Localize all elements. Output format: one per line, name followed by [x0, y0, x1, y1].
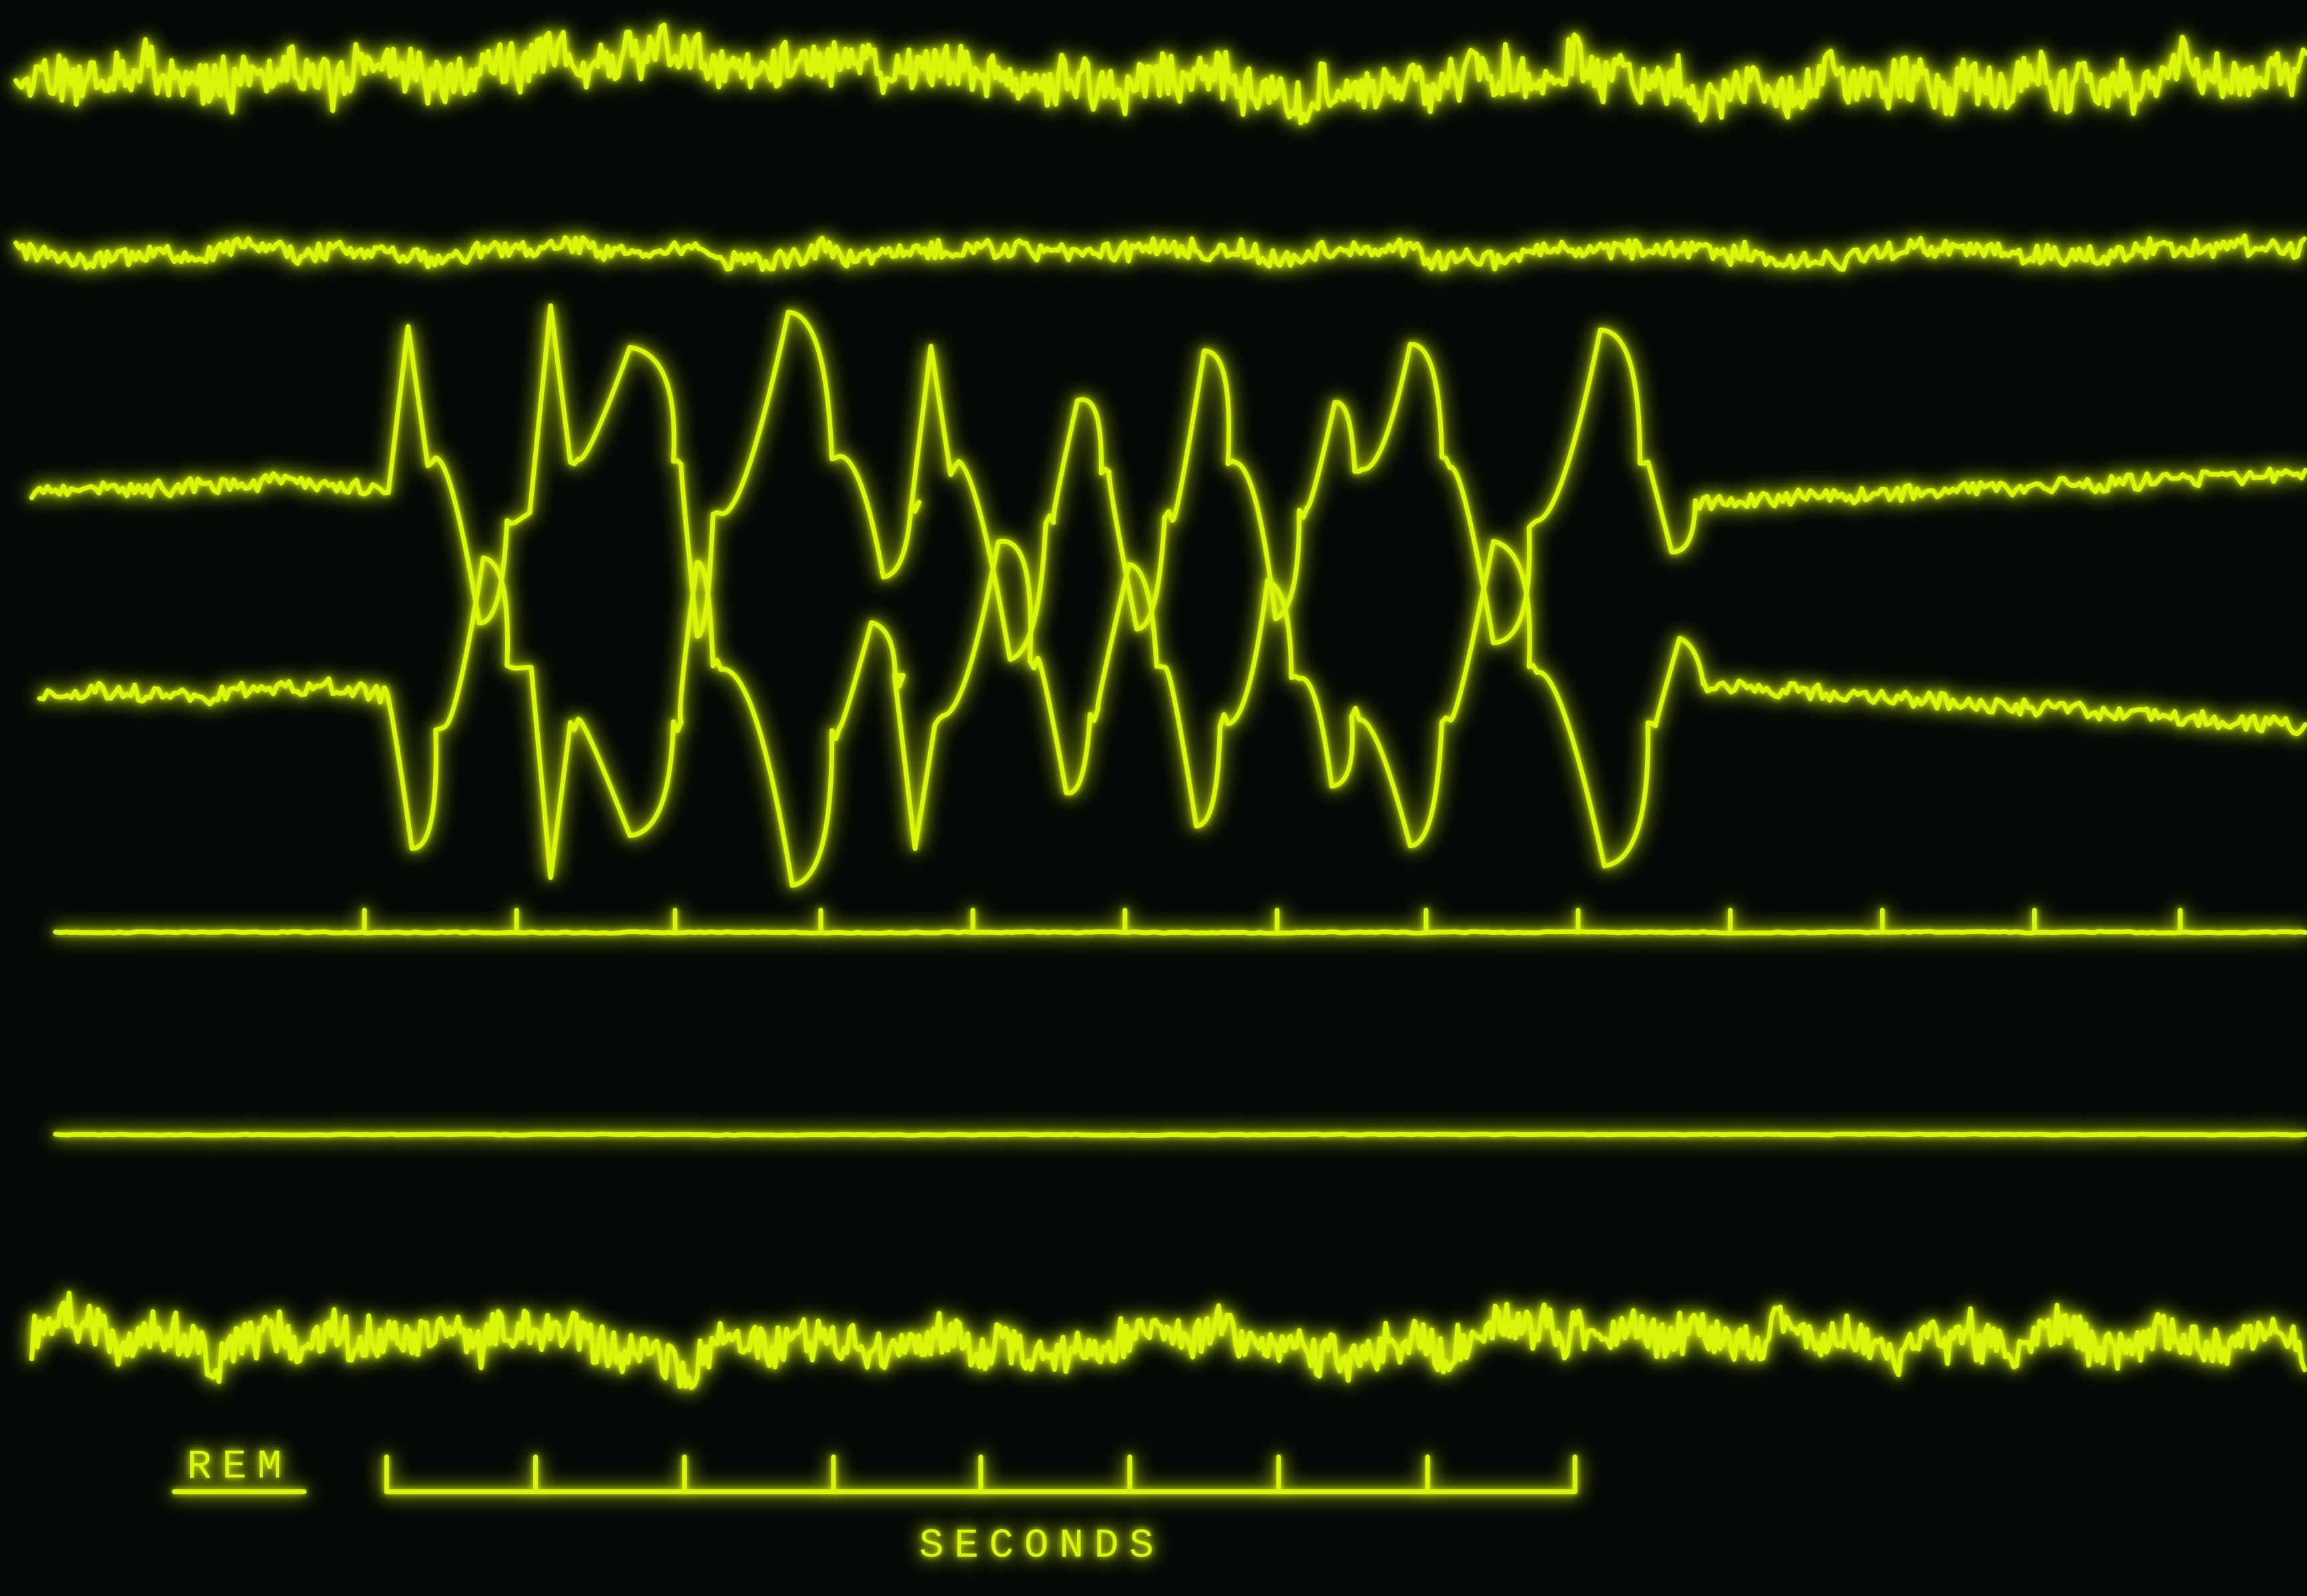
seconds-label: SECONDS — [919, 1523, 1164, 1569]
polysomnograph-display: REM SECONDS — [0, 0, 2307, 1596]
rem-label: REM — [187, 1443, 292, 1490]
scope-svg: REM SECONDS — [0, 0, 2307, 1596]
trace-timing-marks — [55, 931, 2306, 933]
trace-emg-flat — [55, 1134, 2306, 1136]
